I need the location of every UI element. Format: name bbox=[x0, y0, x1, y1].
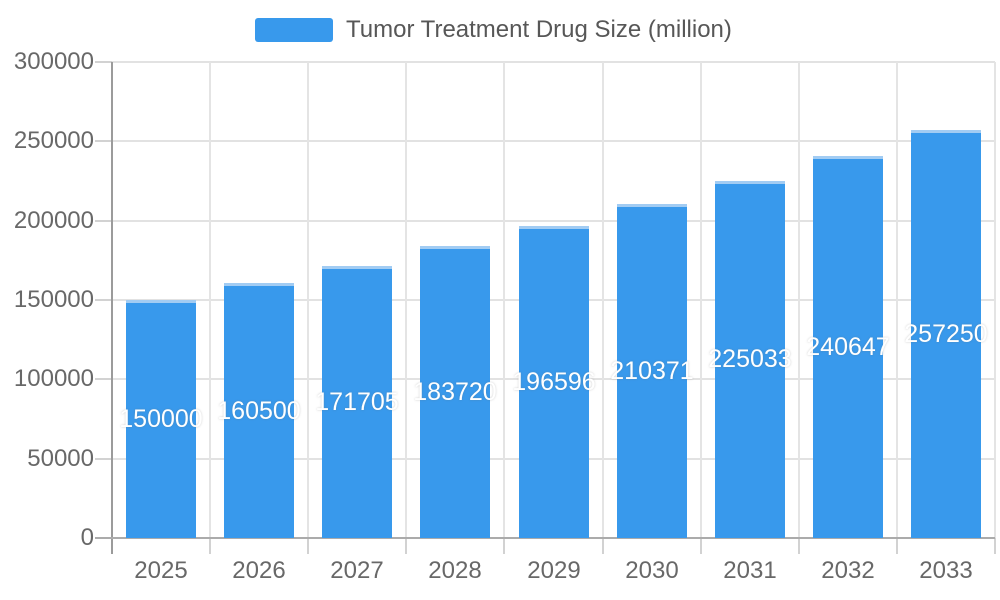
x-axis-line bbox=[95, 537, 995, 539]
x-gridline bbox=[405, 62, 407, 538]
bar[interactable] bbox=[617, 204, 687, 538]
x-axis-label: 2031 bbox=[723, 557, 777, 584]
y-axis-tick bbox=[95, 220, 112, 222]
x-gridline bbox=[602, 62, 604, 538]
x-axis-tick bbox=[503, 538, 505, 554]
y-axis-tick bbox=[95, 458, 112, 460]
x-gridline bbox=[994, 62, 996, 538]
x-gridline bbox=[700, 62, 702, 538]
y-axis-label: 200000 bbox=[13, 207, 94, 234]
x-axis-tick bbox=[700, 538, 702, 554]
x-axis-tick bbox=[994, 538, 996, 554]
x-gridline bbox=[798, 62, 800, 538]
bar[interactable] bbox=[519, 226, 589, 538]
bar[interactable] bbox=[813, 156, 883, 538]
x-axis-label: 2025 bbox=[134, 557, 188, 584]
x-axis-label: 2029 bbox=[527, 557, 581, 584]
bar[interactable] bbox=[224, 283, 294, 538]
legend-item[interactable]: Tumor Treatment Drug Size (million) bbox=[255, 15, 732, 45]
x-axis-tick bbox=[209, 538, 211, 554]
bar[interactable] bbox=[420, 246, 490, 538]
x-axis-tick bbox=[896, 538, 898, 554]
y-axis-label: 100000 bbox=[13, 365, 94, 392]
bar[interactable] bbox=[715, 181, 785, 538]
y-gridline bbox=[112, 61, 995, 63]
y-axis-tick bbox=[95, 140, 112, 142]
x-gridline bbox=[307, 62, 309, 538]
y-axis-label: 150000 bbox=[13, 286, 94, 313]
y-gridline bbox=[112, 140, 995, 142]
y-axis-tick bbox=[95, 378, 112, 380]
x-axis-label: 2026 bbox=[232, 557, 286, 584]
x-axis-tick bbox=[602, 538, 604, 554]
bar[interactable] bbox=[126, 300, 196, 538]
x-axis-label: 2028 bbox=[428, 557, 482, 584]
x-gridline bbox=[209, 62, 211, 538]
y-axis-tick bbox=[95, 61, 112, 63]
y-axis-label: 300000 bbox=[13, 48, 94, 75]
x-axis-label: 2027 bbox=[330, 557, 384, 584]
y-axis-line bbox=[111, 62, 113, 554]
x-axis-tick bbox=[307, 538, 309, 554]
x-axis-label: 2032 bbox=[821, 557, 875, 584]
legend-label: Tumor Treatment Drug Size (million) bbox=[346, 16, 732, 43]
x-axis-tick bbox=[798, 538, 800, 554]
x-gridline bbox=[896, 62, 898, 538]
y-axis-tick bbox=[95, 299, 112, 301]
y-gridline bbox=[112, 220, 995, 222]
y-axis-label: 50000 bbox=[27, 445, 94, 472]
bar[interactable] bbox=[322, 266, 392, 538]
y-axis-label: 250000 bbox=[13, 127, 94, 154]
x-axis-label: 2033 bbox=[919, 557, 973, 584]
x-axis-label: 2030 bbox=[625, 557, 679, 584]
x-gridline bbox=[503, 62, 505, 538]
legend-swatch-icon bbox=[255, 18, 333, 42]
bar[interactable] bbox=[911, 130, 981, 538]
y-axis-label: 0 bbox=[80, 524, 94, 551]
x-axis-tick bbox=[405, 538, 407, 554]
